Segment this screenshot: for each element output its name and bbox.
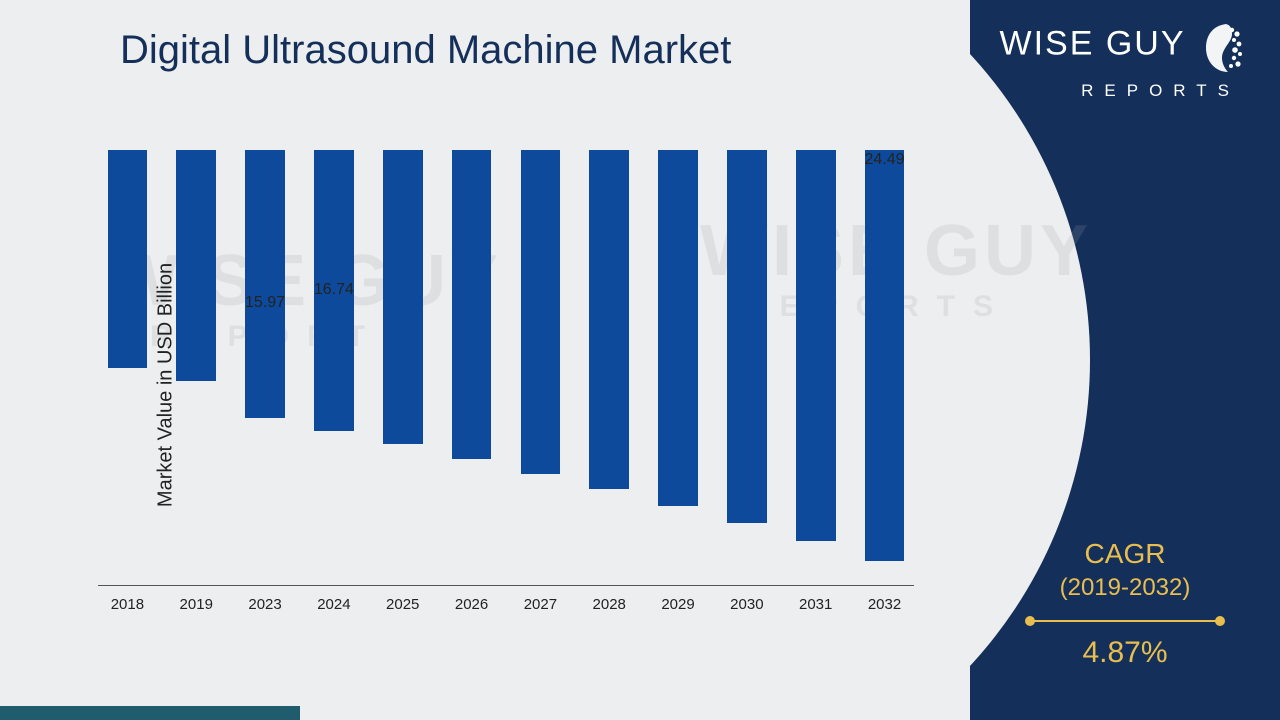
bar-slot <box>584 150 635 586</box>
page-root: WISE GUY REPORTS WISE GUY REPORTS Digita… <box>0 0 1280 720</box>
bar-value-label: 16.74 <box>314 281 354 299</box>
bar <box>108 150 148 368</box>
bar <box>589 150 629 489</box>
bar-slot <box>446 150 497 586</box>
bar <box>176 150 216 381</box>
cagr-value: 4.87% <box>1018 636 1232 670</box>
bar-slot <box>653 150 704 586</box>
bar-slot: 24.49 <box>859 150 910 586</box>
x-tick-label: 2030 <box>721 586 772 620</box>
chart-title: Digital Ultrasound Machine Market <box>120 28 731 73</box>
x-tick-label: 2029 <box>653 586 704 620</box>
bar-slot <box>377 150 428 586</box>
bar-slot <box>721 150 772 586</box>
cagr-block: CAGR (2019-2032) 4.87% <box>1018 538 1232 670</box>
x-tick-label: 2027 <box>515 586 566 620</box>
bar-slot <box>102 150 153 586</box>
bar <box>383 150 423 444</box>
x-tick-label: 2018 <box>102 586 153 620</box>
x-tick-label: 2019 <box>171 586 222 620</box>
x-tick-label: 2023 <box>240 586 291 620</box>
x-tick-label: 2028 <box>584 586 635 620</box>
logo-sub-text: REPORTS <box>1000 81 1240 101</box>
logo-head-icon <box>1198 22 1244 79</box>
bar <box>521 150 561 474</box>
cagr-title: CAGR <box>1018 538 1232 570</box>
x-tick-label: 2024 <box>308 586 359 620</box>
bottom-left-strip <box>0 706 300 720</box>
chart-area: Market Value in USD Billion 15.9716.7424… <box>54 150 914 620</box>
bar-value-label: 24.49 <box>864 151 904 169</box>
bar <box>452 150 492 459</box>
bar <box>727 150 767 523</box>
x-tick-label: 2025 <box>377 586 428 620</box>
bar-slot <box>171 150 222 586</box>
bar <box>796 150 836 541</box>
brand-logo: WISE GUY REPORTS <box>1000 22 1244 101</box>
bar-slot: 16.74 <box>308 150 359 586</box>
bar <box>245 150 285 418</box>
x-tick-label: 2026 <box>446 586 497 620</box>
cagr-divider <box>1030 620 1220 622</box>
bar-slot <box>790 150 841 586</box>
bar <box>865 150 905 561</box>
x-axis-labels: 2018 2019 2023 2024 2025 2026 2027 2028 2029 2030… <box>98 586 914 620</box>
bar-value-label: 15.97 <box>245 294 285 312</box>
cagr-range: (2019-2032) <box>1018 574 1232 602</box>
bar-slot: 15.97 <box>240 150 291 586</box>
bar-slot <box>515 150 566 586</box>
x-tick-label: 2032 <box>859 586 910 620</box>
bar <box>658 150 698 506</box>
logo-main-text: WISE GUY <box>1000 25 1186 63</box>
bars-container: 15.97 16.74 24.49 <box>98 150 914 586</box>
x-tick-label: 2031 <box>790 586 841 620</box>
plot-region: 15.97 16.74 24.49 <box>98 150 914 586</box>
